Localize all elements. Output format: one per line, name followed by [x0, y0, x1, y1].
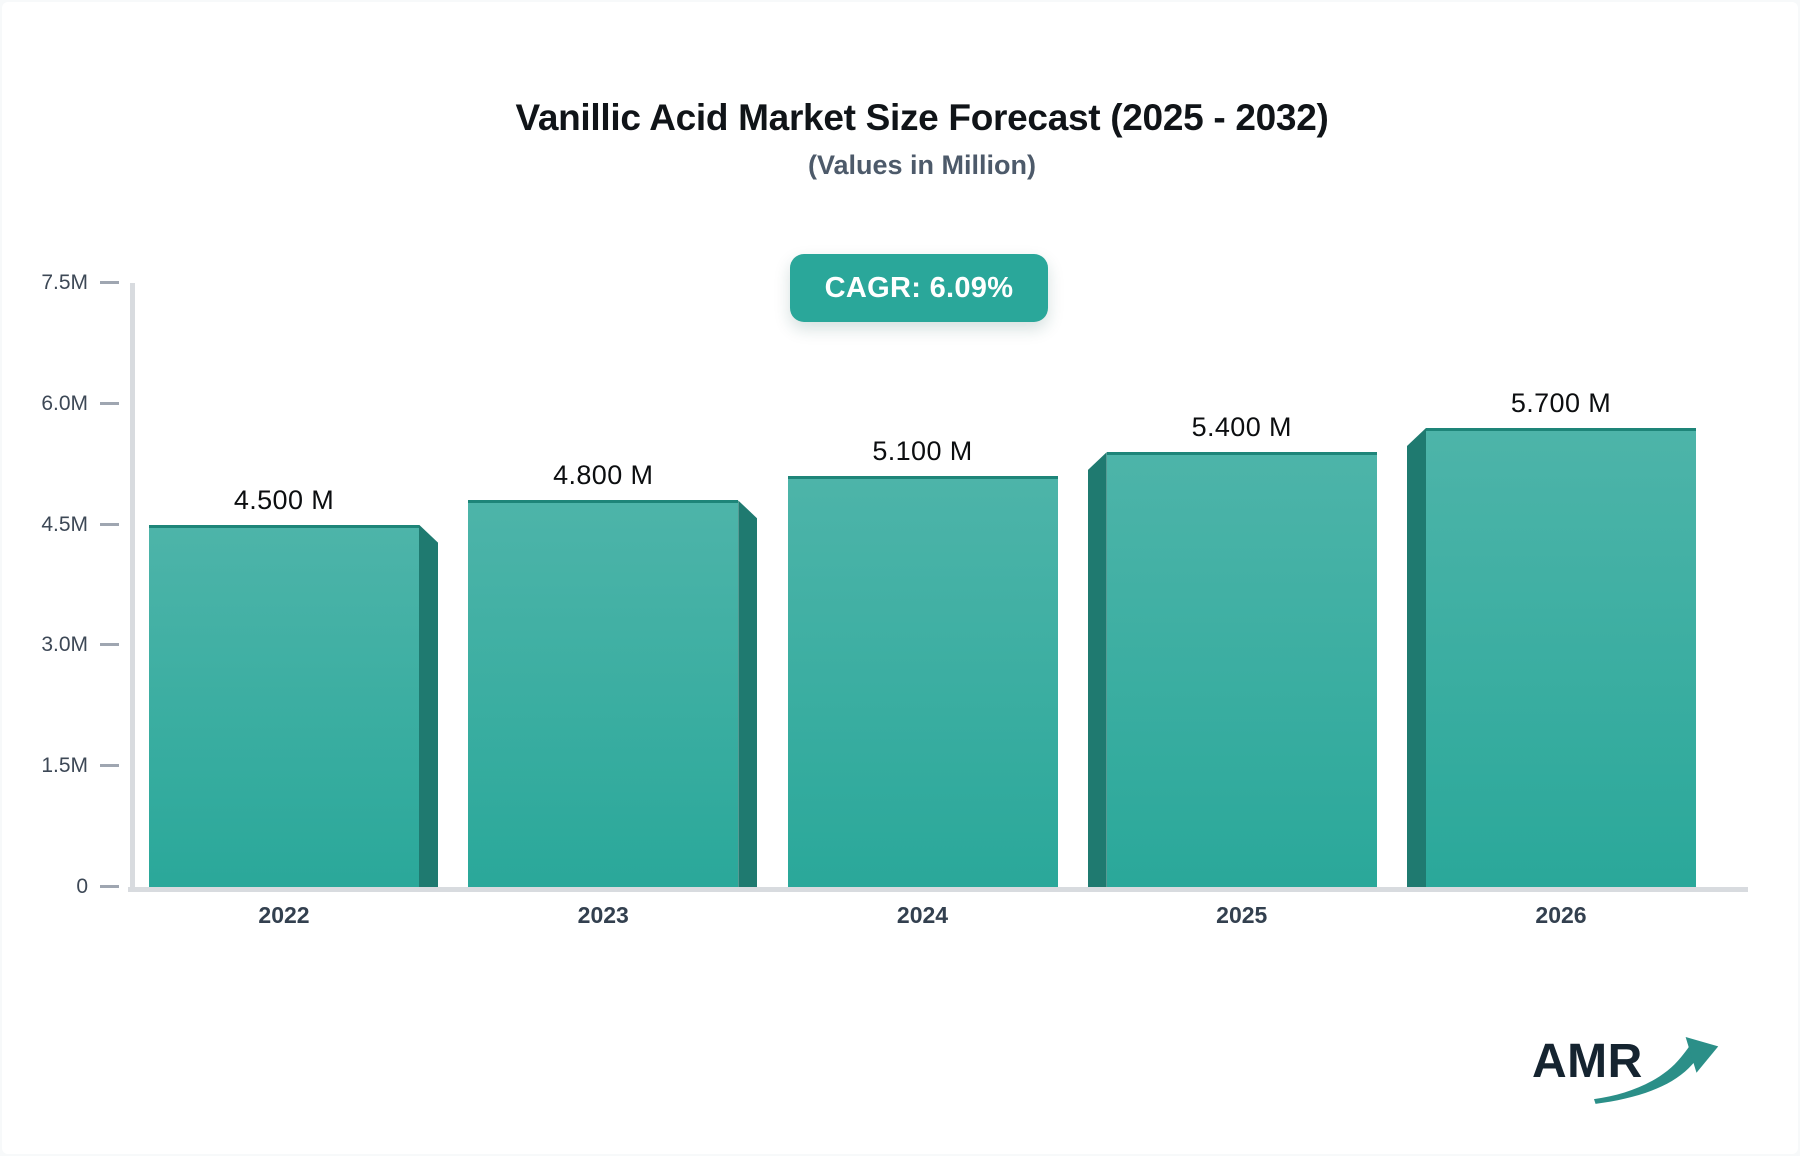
company-logo: AMR [1532, 1032, 1722, 1122]
y-tick-mark [100, 401, 119, 405]
cagr-badge: CAGR: 6.09% [790, 254, 1048, 322]
y-tick-label: 4.5M [41, 512, 88, 536]
y-axis-line [130, 283, 135, 892]
chart-subtitle: (Values in Million) [807, 150, 1037, 180]
bar-side-2026 [1407, 427, 1426, 887]
logo-text: AMR [1532, 1035, 1643, 1088]
x-axis-label: 2023 [577, 902, 629, 928]
x-axis-label: 2022 [258, 902, 310, 928]
bar-side-2025 [1087, 452, 1107, 887]
bar-value-label: 4.800 M [553, 460, 654, 491]
y-tick-label: 1.5M [41, 754, 88, 778]
chart-title: Vanillic Acid Market Size Forecast (2025… [515, 97, 1329, 138]
y-tick-mark [100, 764, 119, 768]
bar-value-label: 5.100 M [872, 436, 973, 467]
x-axis-label: 2026 [1535, 902, 1587, 928]
y-tick-label: 0 [76, 875, 88, 898]
bar-2023 [468, 500, 739, 887]
bar-side-2022 [419, 524, 438, 887]
bar-value-label: 5.400 M [1191, 412, 1292, 443]
y-tick-label: 7.5M [41, 271, 88, 294]
logo-arrow-icon [1594, 1037, 1719, 1104]
x-axis-label: 2025 [1216, 902, 1268, 928]
x-axis-line [128, 887, 1748, 892]
y-tick-label: 6.0M [41, 391, 88, 415]
y-tick-mark [100, 643, 119, 647]
y-tick-label: 3.0M [41, 633, 88, 657]
bar-2022 [149, 524, 419, 887]
y-tick-mark [100, 885, 119, 888]
bar-value-label: 4.500 M [233, 484, 335, 515]
y-tick-mark [100, 522, 119, 526]
bar-side-2023 [738, 500, 758, 887]
bar-2026 [1426, 427, 1696, 887]
bar-2024 [787, 476, 1058, 887]
x-axis-label: 2024 [896, 902, 949, 928]
cagr-badge-label: CAGR: 6.09% [824, 271, 1014, 304]
bar-value-label: 5.700 M [1510, 387, 1612, 418]
y-tick-mark [100, 281, 119, 284]
bar-2025 [1106, 452, 1377, 887]
